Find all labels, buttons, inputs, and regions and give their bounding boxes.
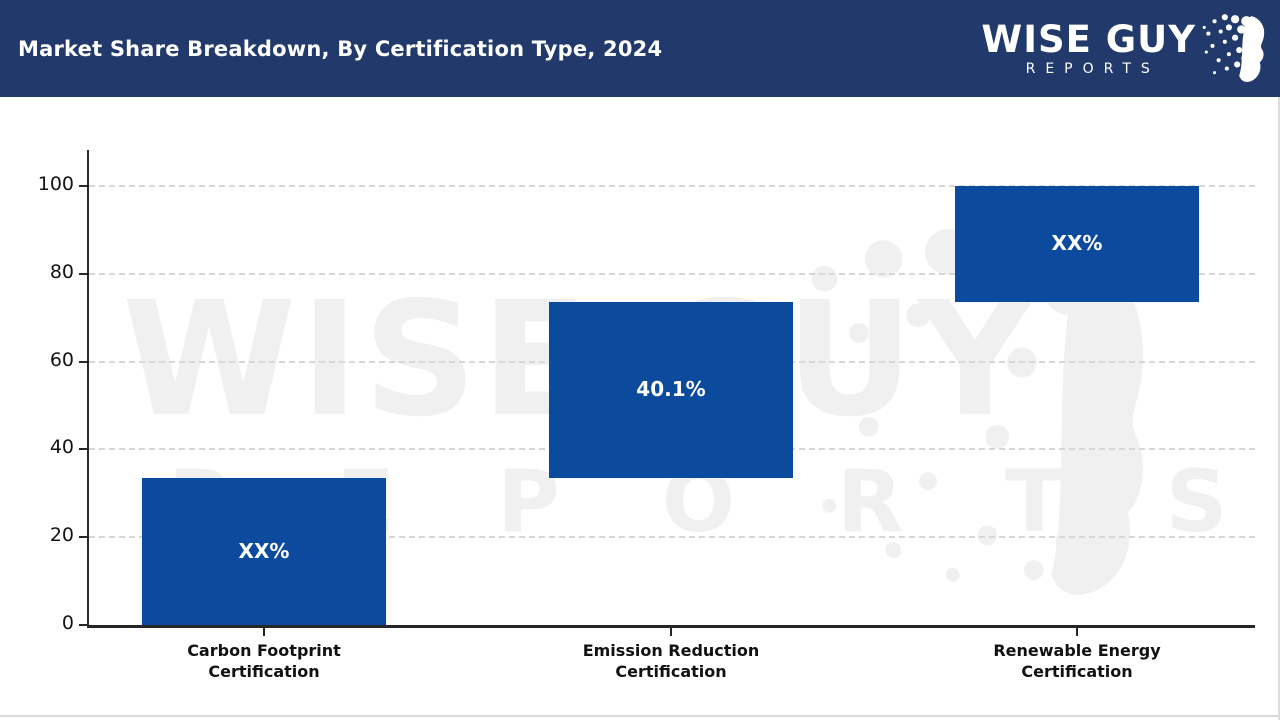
- bar-value-label-2: XX%: [1051, 231, 1103, 256]
- x-axis-tick: [1076, 628, 1078, 636]
- x-axis-line: [87, 625, 1255, 628]
- watermark-dot-face-icon: [801, 229, 1144, 595]
- y-axis-tick: [79, 536, 87, 539]
- x-axis-tick: [670, 628, 672, 636]
- bottom-divider: [0, 715, 1280, 717]
- y-axis-tick: [79, 360, 87, 363]
- y-axis-tick: [79, 624, 87, 626]
- y-axis-tick: [79, 185, 87, 187]
- brand-name-text: WISE GUY: [981, 18, 1196, 61]
- y-axis-tick-label: 80: [49, 260, 74, 283]
- x-axis-category-label-2: Renewable Energy Certification: [917, 641, 1237, 683]
- category-label-line: Emission Reduction: [582, 641, 760, 660]
- header-bar: Market Share Breakdown, By Certification…: [0, 0, 1280, 97]
- y-axis-tick: [79, 448, 87, 451]
- y-axis-tick: [79, 272, 87, 275]
- brand-logo: WISE GUY REPORTS: [981, 11, 1266, 87]
- category-label-line: Certification: [615, 661, 727, 681]
- page-title: Market Share Breakdown, By Certification…: [18, 36, 663, 61]
- y-axis-tick-label: 40: [49, 436, 74, 459]
- category-label-line: Certification: [1021, 661, 1133, 681]
- bar-value-label-0: XX%: [238, 538, 290, 563]
- gridline-80: [89, 272, 1255, 275]
- category-label-line: Carbon Footprint: [187, 641, 341, 660]
- bar-value-label-1: 40.1%: [636, 377, 706, 402]
- x-axis-category-label-0: Carbon Footprint Certification: [104, 641, 424, 683]
- brand-wordmark: WISE GUY REPORTS: [981, 21, 1196, 76]
- right-edge-divider: [1278, 97, 1280, 720]
- bar-2: [955, 186, 1199, 303]
- x-axis-category-label-1: Emission Reduction Certification: [511, 641, 831, 683]
- y-axis-tick-label: 0: [61, 612, 74, 634]
- bar-1: [549, 302, 793, 479]
- wiseguy-dot-face-icon: [1202, 13, 1265, 82]
- gridline-100: [89, 185, 1255, 187]
- y-axis-tick-label: 20: [49, 524, 74, 547]
- category-label-line: Renewable Energy: [993, 641, 1161, 660]
- category-label-line: Certification: [208, 661, 320, 681]
- brand-subtitle-text: REPORTS: [1025, 61, 1160, 77]
- bar-0: [142, 478, 386, 625]
- gridline-20: [89, 536, 1255, 539]
- y-axis-line: [87, 150, 89, 625]
- x-axis-tick: [263, 628, 265, 636]
- y-axis-tick-label: 100: [37, 173, 74, 195]
- y-axis-tick-label: 60: [49, 348, 74, 371]
